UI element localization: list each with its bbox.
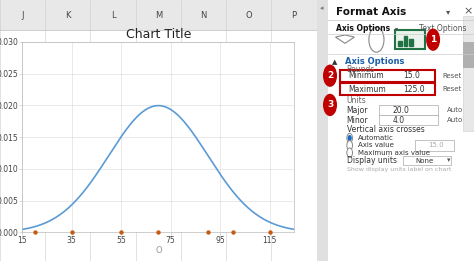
Text: Maximum axis value: Maximum axis value: [357, 150, 429, 156]
Title: Chart Title: Chart Title: [126, 28, 191, 41]
Bar: [317, 0, 328, 261]
Text: 1: 1: [430, 35, 436, 44]
Text: Units: Units: [346, 96, 366, 105]
Text: L: L: [111, 10, 115, 20]
Text: ◂: ◂: [320, 5, 324, 11]
Bar: [410, 39, 413, 46]
Text: O: O: [155, 246, 162, 255]
Text: M: M: [155, 10, 162, 20]
Text: Show display units label on chart: Show display units label on chart: [346, 167, 451, 172]
Text: Major: Major: [346, 106, 368, 115]
Circle shape: [347, 141, 353, 150]
Text: Minor: Minor: [346, 116, 368, 124]
Text: Axis Options: Axis Options: [336, 24, 390, 33]
Circle shape: [348, 136, 351, 140]
Text: Format Axis: Format Axis: [336, 7, 406, 17]
Bar: [463, 42, 474, 68]
Point: [204, 230, 211, 234]
Text: 3: 3: [327, 100, 333, 109]
FancyBboxPatch shape: [394, 30, 425, 49]
Circle shape: [347, 148, 353, 157]
Text: Vertical axis crosses: Vertical axis crosses: [346, 125, 424, 134]
Text: Reset: Reset: [443, 73, 462, 79]
Text: K: K: [65, 10, 71, 20]
Text: Reset: Reset: [443, 86, 462, 92]
Point: [31, 230, 38, 234]
Text: ▲: ▲: [332, 59, 338, 65]
Circle shape: [324, 65, 336, 86]
Text: Auto: Auto: [447, 107, 464, 113]
Text: Maximum: Maximum: [348, 85, 386, 93]
FancyBboxPatch shape: [340, 70, 435, 82]
Text: J: J: [21, 10, 24, 20]
Text: Bounds: Bounds: [346, 65, 375, 74]
Text: None: None: [416, 158, 434, 163]
Text: 15.0: 15.0: [403, 72, 420, 80]
Text: P: P: [292, 10, 297, 20]
Text: 20.0: 20.0: [392, 106, 409, 115]
Text: ▾: ▾: [395, 26, 399, 31]
Text: Text Options: Text Options: [419, 24, 466, 33]
Text: Auto: Auto: [447, 117, 464, 123]
Circle shape: [427, 29, 439, 50]
Text: Axis Options: Axis Options: [345, 57, 404, 66]
Text: ▾: ▾: [447, 158, 451, 163]
Text: ▾: ▾: [446, 7, 450, 16]
Text: 125.0: 125.0: [403, 85, 425, 93]
Text: 15.0: 15.0: [428, 143, 444, 148]
FancyBboxPatch shape: [379, 105, 438, 115]
Text: Axis value: Axis value: [357, 143, 393, 148]
Bar: [0, 0, 317, 30]
FancyBboxPatch shape: [403, 156, 451, 165]
Point: [266, 230, 273, 234]
Circle shape: [347, 133, 353, 143]
Point: [68, 230, 75, 234]
FancyBboxPatch shape: [415, 140, 454, 151]
Bar: [404, 36, 408, 46]
Text: ×: ×: [463, 7, 473, 17]
Text: Automatic: Automatic: [357, 135, 393, 141]
FancyBboxPatch shape: [340, 83, 435, 95]
Text: Minimum: Minimum: [348, 72, 384, 80]
Point: [118, 230, 125, 234]
Text: Display units: Display units: [346, 156, 397, 165]
FancyBboxPatch shape: [379, 115, 438, 125]
Text: 4.0: 4.0: [392, 116, 404, 124]
Bar: [399, 41, 402, 46]
Text: 2: 2: [327, 71, 333, 80]
Point: [229, 230, 237, 234]
Circle shape: [324, 94, 336, 115]
Bar: [463, 16, 474, 130]
Point: [155, 230, 162, 234]
Text: N: N: [201, 10, 207, 20]
Text: O: O: [246, 10, 252, 20]
